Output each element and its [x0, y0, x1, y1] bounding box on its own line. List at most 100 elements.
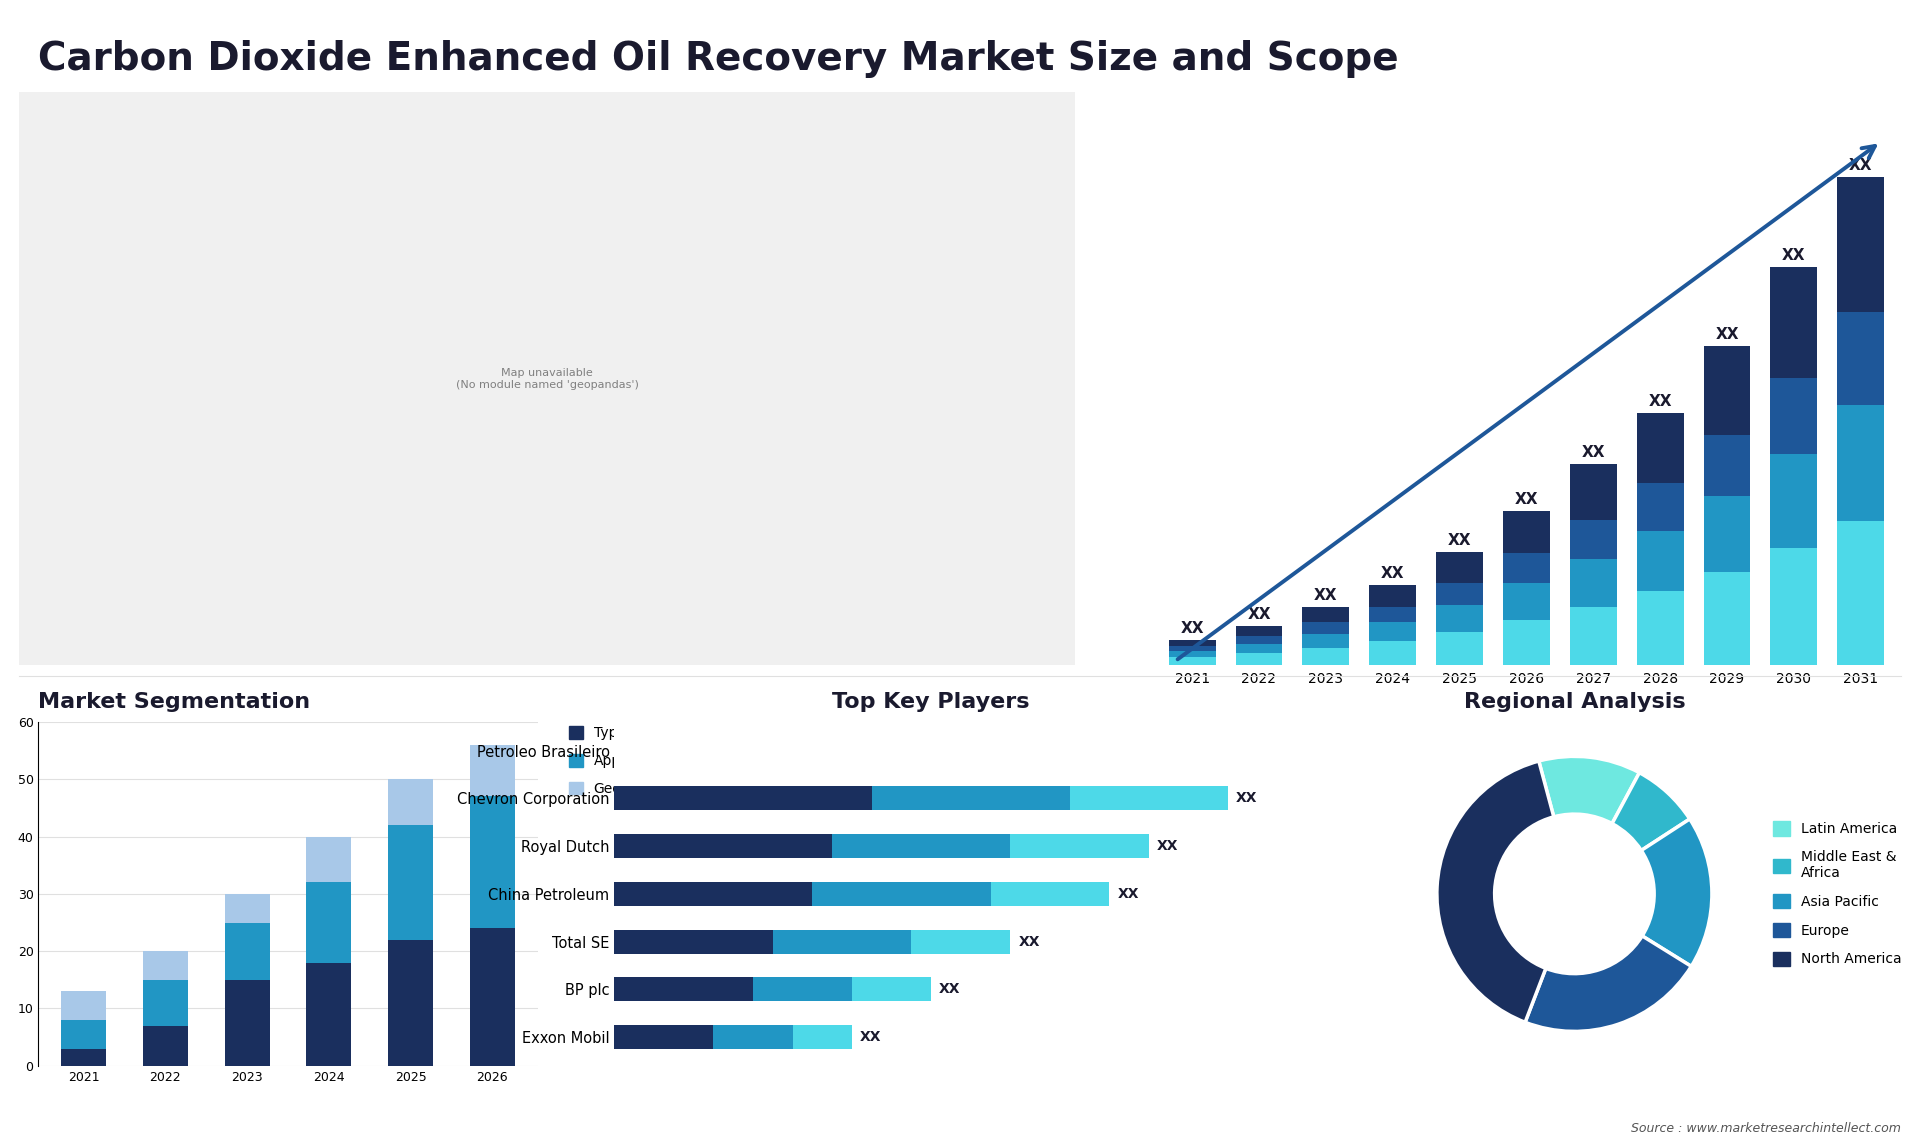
Bar	[714, 1026, 793, 1049]
Bar	[1636, 531, 1684, 591]
Bar	[1369, 606, 1417, 622]
Text: XX: XX	[1117, 887, 1139, 901]
Bar	[614, 786, 872, 810]
Text: XX: XX	[860, 1030, 881, 1044]
Text: XX: XX	[1782, 249, 1805, 264]
Bar	[470, 745, 515, 796]
Bar	[307, 963, 351, 1066]
Text: Source : www.marketresearchintellect.com: Source : www.marketresearchintellect.com	[1630, 1122, 1901, 1135]
Bar	[1369, 642, 1417, 665]
Bar	[614, 929, 772, 953]
Bar	[225, 894, 269, 923]
Bar	[614, 1026, 714, 1049]
Bar	[225, 980, 269, 1066]
Bar	[1770, 454, 1816, 549]
Text: XX: XX	[1018, 935, 1041, 949]
Text: XX: XX	[1158, 839, 1179, 853]
Bar	[1703, 572, 1751, 665]
Bar	[1369, 622, 1417, 642]
Bar	[831, 834, 1010, 858]
Bar	[1703, 496, 1751, 572]
Text: XX: XX	[939, 982, 960, 996]
Bar	[614, 834, 831, 858]
Bar	[1636, 591, 1684, 665]
Bar	[1703, 346, 1751, 435]
Bar	[225, 923, 269, 980]
Text: Map unavailable
(No module named 'geopandas'): Map unavailable (No module named 'geopan…	[455, 369, 639, 390]
Bar	[61, 1020, 106, 1049]
Text: XX: XX	[1313, 588, 1338, 603]
Bar	[1571, 558, 1617, 606]
Legend: Type, Application, Geography: Type, Application, Geography	[564, 722, 676, 800]
Wedge shape	[1613, 772, 1690, 850]
Bar	[307, 882, 351, 963]
Bar	[1837, 521, 1884, 665]
Bar	[1837, 312, 1884, 406]
Bar	[1436, 583, 1482, 605]
Wedge shape	[1642, 819, 1713, 966]
Bar	[812, 882, 991, 905]
Text: XX: XX	[1248, 607, 1271, 622]
Bar	[1770, 267, 1816, 378]
Bar	[142, 980, 188, 1026]
Bar	[307, 837, 351, 882]
Bar	[912, 929, 1010, 953]
Bar	[753, 978, 852, 1002]
Text: XX: XX	[1236, 792, 1258, 806]
Bar	[1571, 464, 1617, 520]
Bar	[1636, 413, 1684, 482]
Legend: Latin America, Middle East &
Africa, Asia Pacific, Europe, North America: Latin America, Middle East & Africa, Asi…	[1770, 818, 1905, 970]
Bar	[1302, 622, 1350, 634]
Title: Regional Analysis: Regional Analysis	[1463, 692, 1686, 712]
Bar	[1010, 834, 1148, 858]
Bar	[793, 1026, 852, 1049]
Title: Top Key Players: Top Key Players	[833, 692, 1029, 712]
Circle shape	[1494, 814, 1655, 974]
Bar	[1837, 176, 1884, 312]
Bar	[1503, 620, 1549, 665]
Text: XX: XX	[1515, 492, 1538, 507]
Bar	[1770, 549, 1816, 665]
Wedge shape	[1524, 936, 1692, 1031]
Bar	[388, 940, 434, 1066]
Bar	[1369, 584, 1417, 606]
Bar	[1571, 520, 1617, 558]
Text: XX: XX	[1582, 445, 1605, 461]
Bar	[1302, 606, 1350, 622]
Bar	[1503, 554, 1549, 582]
Bar	[1302, 647, 1350, 665]
Text: XX: XX	[1649, 394, 1672, 409]
Text: XX: XX	[1380, 566, 1404, 581]
Bar	[470, 928, 515, 1066]
Bar	[1636, 482, 1684, 531]
Bar	[852, 978, 931, 1002]
Bar	[1169, 646, 1215, 651]
Bar	[61, 991, 106, 1020]
Bar	[1302, 634, 1350, 647]
Bar	[1770, 378, 1816, 454]
Bar	[1837, 406, 1884, 521]
Bar	[61, 1049, 106, 1066]
Text: Carbon Dioxide Enhanced Oil Recovery Market Size and Scope: Carbon Dioxide Enhanced Oil Recovery Mar…	[38, 40, 1400, 78]
Bar	[142, 951, 188, 980]
Bar	[388, 825, 434, 940]
Bar	[1436, 633, 1482, 665]
Bar	[1236, 653, 1283, 665]
Bar	[872, 786, 1069, 810]
Bar	[614, 978, 753, 1002]
Bar	[388, 779, 434, 825]
Bar	[614, 882, 812, 905]
Bar	[1236, 636, 1283, 644]
Bar	[1169, 651, 1215, 657]
Text: Market Segmentation: Market Segmentation	[38, 692, 311, 712]
Text: XX: XX	[1715, 328, 1740, 343]
Bar	[1169, 657, 1215, 665]
Bar	[1571, 606, 1617, 665]
Wedge shape	[1436, 761, 1553, 1022]
Wedge shape	[1538, 756, 1640, 824]
Bar	[1436, 605, 1482, 633]
Text: XX: XX	[1849, 158, 1872, 173]
Bar	[470, 796, 515, 928]
Bar	[1236, 644, 1283, 653]
Bar	[1436, 552, 1482, 583]
